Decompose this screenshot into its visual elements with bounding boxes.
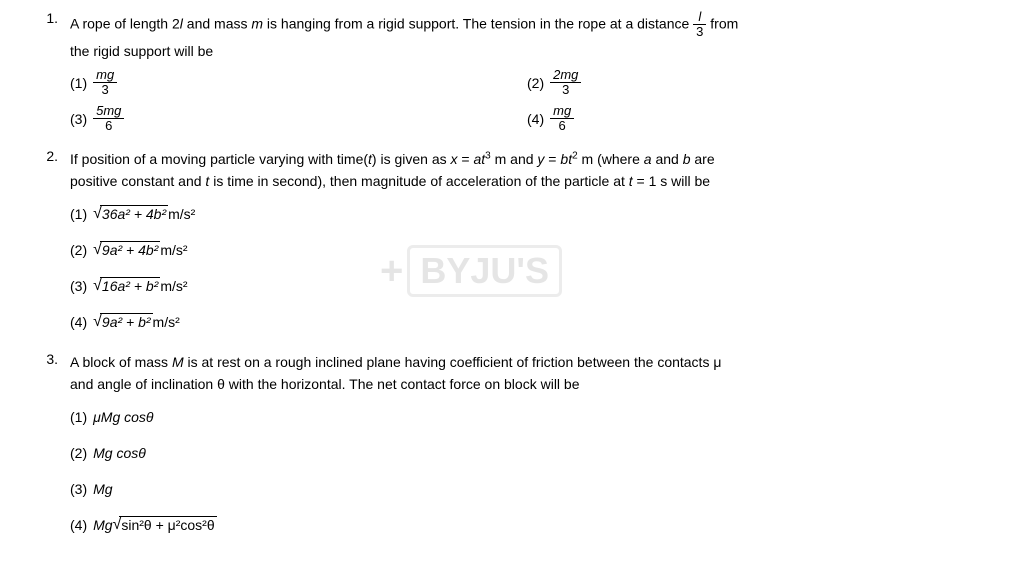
q2-b2: b: [683, 151, 691, 167]
q3-t2: is at rest on a rough inclined plane hav…: [184, 354, 722, 370]
q3-opt1-num: (1): [70, 409, 87, 425]
q1-t4: from: [710, 16, 738, 32]
q2-x: x: [451, 151, 458, 167]
q1-text: A rope of length 2 l and mass m is hangin…: [70, 10, 984, 62]
q3-opt2-txt: Mg cosθ: [93, 445, 146, 461]
q1-opt4-num: (4): [527, 111, 544, 127]
q2-options: (1) 36a² + 4b² m/s² (2) 9a² + 4b² m/s² (…: [40, 199, 984, 337]
q3-number: 3.: [40, 351, 70, 396]
q2-opt4-num: (4): [70, 314, 87, 330]
q1-number: 1.: [40, 10, 70, 62]
q3-opt4-sqrt: sin²θ + μ²cos²θ: [113, 516, 217, 534]
q2-opt3-unit: m/s²: [160, 278, 187, 294]
q1-opt1-fd: 3: [93, 83, 117, 97]
q1-opt4: (4) mg6: [527, 104, 984, 134]
q1-opt1-fn: mg: [93, 68, 117, 83]
q1-opt2-frac: 2mg3: [550, 68, 581, 98]
q2-opt4-sqrt: 9a² + b²: [93, 313, 152, 331]
q1-frac-den: 3: [693, 25, 706, 39]
q1-frac: l3: [693, 10, 706, 40]
q2-opt2-sqrt: 9a² + 4b²: [93, 241, 160, 259]
q2-text: If position of a moving particle varying…: [70, 148, 984, 193]
q3-opt3-txt: Mg: [93, 481, 112, 497]
q3-options: (1) μMg cosθ (2) Mg cosθ (3) Mg (4) Mg s…: [40, 402, 984, 540]
q2-opt1-rad: 36a² + 4b²: [100, 205, 168, 223]
q2-tp4: positive constant and: [70, 173, 205, 189]
q3-opt2-num: (2): [70, 445, 87, 461]
q2-number: 2.: [40, 148, 70, 193]
q1-t5: the rigid support will be: [70, 43, 213, 59]
q2-opt4-unit: m/s²: [153, 314, 180, 330]
q2-u2: m (where: [578, 151, 644, 167]
q2-opt3-sqrt: 16a² + b²: [93, 277, 160, 295]
q3-opt4-pre: Mg: [93, 517, 112, 533]
q2-t2: ) is given as: [372, 151, 451, 167]
q3-opt4-num: (4): [70, 517, 87, 533]
q2-opt2: (2) 9a² + 4b² m/s²: [70, 235, 188, 265]
q2-opt3: (3) 16a² + b² m/s²: [70, 271, 188, 301]
q3-text: A block of mass M is at rest on a rough …: [70, 351, 984, 396]
q2-opt1-num: (1): [70, 206, 87, 222]
q1-opt4-fn: mg: [550, 104, 574, 119]
q1-opt4-frac: mg6: [550, 104, 574, 134]
question-2: 2. If position of a moving particle vary…: [40, 148, 984, 337]
q2-opt2-unit: m/s²: [160, 242, 187, 258]
q2-opt4-rad: 9a² + b²: [100, 313, 153, 331]
q1-opt4-fd: 6: [550, 119, 574, 133]
q1-opt1-frac: mg3: [93, 68, 117, 98]
q1-m: m: [251, 16, 263, 32]
q2-opt2-rad: 9a² + 4b²: [100, 241, 160, 259]
q1-opt3-frac: 5mg6: [93, 104, 124, 134]
q3-opt3: (3) Mg: [70, 474, 113, 504]
q2-opt3-rad: 16a² + b²: [100, 277, 160, 295]
q3-M: M: [172, 354, 184, 370]
q1-opt2-num: (2): [527, 75, 544, 91]
q2-eq2: =: [544, 151, 560, 167]
q1-opt1: (1) mg3: [70, 68, 527, 98]
q2-tp5: is time in second), then magnitude of ac…: [209, 173, 628, 189]
q2-opt1-unit: m/s²: [168, 206, 195, 222]
q1-t1: A rope of length 2: [70, 16, 180, 32]
q3-opt2: (2) Mg cosθ: [70, 438, 146, 468]
q2-tp3: are: [691, 151, 715, 167]
q1-options: (1) mg3 (2) 2mg3 (3) 5mg6 (4) mg6: [40, 68, 984, 134]
question-1: 1. A rope of length 2 l and mass m is han…: [40, 10, 984, 134]
q3-t3: and angle of inclination θ with the hori…: [70, 376, 580, 392]
q1-opt2-fn: 2mg: [550, 68, 581, 83]
q3-opt4-rad: sin²θ + μ²cos²θ: [119, 516, 216, 534]
q3-opt1: (1) μMg cosθ: [70, 402, 154, 432]
q2-a2: a: [644, 151, 652, 167]
q1-t3: is hanging from a rigid support. The ten…: [263, 16, 693, 32]
q1-opt1-num: (1): [70, 75, 87, 91]
q1-opt3-fd: 6: [93, 119, 124, 133]
q2-opt1: (1) 36a² + 4b² m/s²: [70, 199, 195, 229]
q2-u1: m and: [491, 151, 538, 167]
q2-eq1: =: [458, 151, 474, 167]
q3-opt1-txt: μMg cosθ: [93, 409, 153, 425]
q3-t1: A block of mass: [70, 354, 172, 370]
question-3: 3. A block of mass M is at rest on a rou…: [40, 351, 984, 540]
q2-opt3-num: (3): [70, 278, 87, 294]
q2-eq3: = 1 s will be: [633, 173, 710, 189]
q3-opt3-num: (3): [70, 481, 87, 497]
q1-opt3-num: (3): [70, 111, 87, 127]
q2-opt2-num: (2): [70, 242, 87, 258]
q1-opt2: (2) 2mg3: [527, 68, 984, 98]
q1-opt2-fd: 3: [550, 83, 581, 97]
q1-opt3: (3) 5mg6: [70, 104, 527, 134]
q1-t2: and mass: [183, 16, 251, 32]
q2-opt4: (4) 9a² + b² m/s²: [70, 307, 180, 337]
q3-opt4: (4) Mg sin²θ + μ²cos²θ: [70, 510, 217, 540]
q1-opt3-fn: 5mg: [93, 104, 124, 119]
q2-and: and: [652, 151, 683, 167]
q2-t1: If position of a moving particle varying…: [70, 151, 368, 167]
q1-frac-num: l: [693, 10, 706, 25]
q2-opt1-sqrt: 36a² + 4b²: [93, 205, 168, 223]
